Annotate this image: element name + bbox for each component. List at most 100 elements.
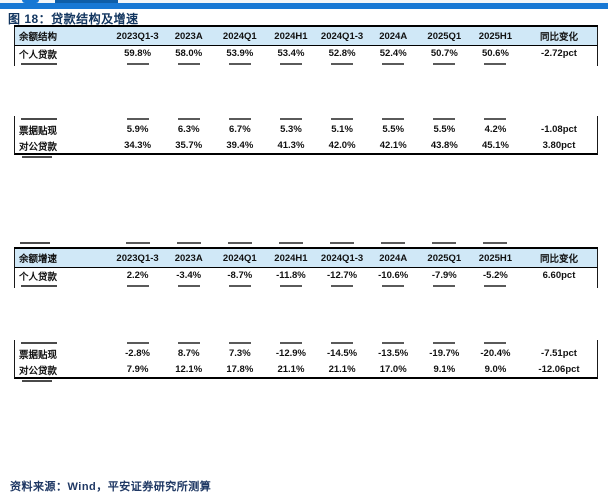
- cell-value: 58.0%: [175, 48, 203, 59]
- cell-value: -8.7%: [227, 270, 253, 281]
- column-header: 2025H1: [478, 30, 513, 42]
- cell-value: 42.1%: [379, 140, 407, 151]
- cell-value: -7.9%: [431, 270, 457, 281]
- table-header-row: 余额结构 2023Q1-3 2023A 2024Q1 2024H1 2024Q1-3 202…: [14, 27, 598, 46]
- cell-value: -20.4%: [480, 348, 511, 359]
- column-header: 2025H1: [478, 252, 513, 264]
- source-note: 资料来源：Wind，平安证券研究所测算: [10, 481, 212, 493]
- cell-value: -2.8%: [125, 348, 150, 359]
- cell-value: 2.2%: [126, 270, 149, 281]
- table-header-row: 余额增速 2023Q1-3 2023A 2024Q1 2024H1 2024Q1-3 202…: [14, 249, 598, 268]
- page-top-remnant: [0, 0, 608, 3]
- clipped-row-remnant: [14, 155, 598, 160]
- column-header: 2025Q1: [427, 30, 462, 42]
- cell-value: 39.4%: [226, 140, 254, 151]
- cell-value: 8.7%: [177, 348, 200, 359]
- clipped-row-remnant: [14, 283, 598, 288]
- cell-value: 9.1%: [433, 364, 456, 375]
- cell-value: 6.60pct: [542, 270, 576, 281]
- cell-value: 52.8%: [328, 48, 356, 59]
- cell-value: 43.8%: [430, 140, 458, 151]
- column-header: 2024H1: [274, 30, 308, 42]
- column-header: 同比变化: [539, 254, 578, 265]
- row-label: 对公贷款: [19, 141, 58, 153]
- table-row: 个人贷款 2.2% -3.4% -8.7% -11.8% -12.7% -10.6% -7.9…: [14, 268, 598, 283]
- cell-value: 21.1%: [277, 364, 305, 375]
- table-top-border: [14, 247, 598, 249]
- header-bar-fragment: [55, 0, 118, 3]
- accent-divider-bar: [0, 3, 608, 9]
- clipped-row-remnant: [14, 61, 598, 66]
- cell-value: -5.2%: [483, 270, 508, 281]
- cell-value: -13.5%: [378, 348, 409, 359]
- cell-value: 5.1%: [331, 124, 353, 135]
- cell-value: 7.9%: [126, 364, 149, 375]
- table-corner-label: 余额增速: [19, 254, 58, 265]
- column-header: 2025Q1: [427, 252, 462, 264]
- cell-value: 35.7%: [175, 140, 203, 151]
- cell-value: 41.3%: [277, 140, 305, 151]
- column-header: 2023A: [174, 252, 203, 264]
- cell-value: 5.3%: [280, 124, 302, 135]
- table-row: 票据贴现 -2.8% 8.7% 7.3% -12.9% -14.5% -13.5% -19.7…: [14, 345, 598, 362]
- column-header: 2024Q1: [222, 30, 257, 42]
- table-row: 个人贷款 59.8% 58.0% 53.9% 53.4% 52.8% 52.4% 50.7% 5…: [14, 46, 598, 61]
- table-row: 票据贴现 5.9% 6.3% 6.7% 5.3% 5.1% 5.5% 5.5% 4.2% -1.0…: [14, 121, 598, 138]
- cell-value: 17.0%: [379, 364, 407, 375]
- cell-value: 6.7%: [228, 124, 251, 135]
- cell-value: 45.1%: [481, 140, 509, 151]
- column-header: 同比变化: [539, 32, 578, 43]
- cell-value: -2.72pct: [541, 48, 577, 59]
- blank-gap: [14, 66, 598, 116]
- balance-structure-table: 余额结构 2023Q1-3 2023A 2024Q1 2024H1 2024Q1-3 202…: [14, 25, 598, 160]
- cell-value: -12.06pct: [538, 364, 580, 375]
- row-label: 个人贷款: [19, 271, 58, 283]
- cell-value: -7.51pct: [541, 348, 577, 359]
- cell-value: 59.8%: [124, 48, 152, 59]
- cell-value: 9.0%: [484, 364, 507, 375]
- column-header: 2023A: [174, 30, 203, 42]
- table-row: 对公贷款 34.3% 35.7% 39.4% 41.3% 42.0% 42.1% 43.8% 4…: [14, 138, 598, 155]
- clipped-row-remnant: [14, 239, 598, 245]
- clipped-row-remnant: [14, 340, 598, 345]
- table-top-border: [14, 25, 598, 27]
- clipped-row-remnant: [14, 116, 598, 121]
- column-header: 2024A: [379, 30, 408, 42]
- cell-value: 21.1%: [328, 364, 356, 375]
- cell-value: 34.3%: [124, 140, 152, 151]
- cell-value: -14.5%: [327, 348, 358, 359]
- column-header: 2023Q1-3: [116, 252, 159, 264]
- cell-value: -12.9%: [275, 348, 306, 359]
- cell-value: -10.6%: [378, 270, 409, 281]
- cell-value: 50.6%: [481, 48, 509, 59]
- logo-fragment-icon: [22, 0, 39, 3]
- cell-value: -12.7%: [327, 270, 358, 281]
- cell-value: -19.7%: [429, 348, 460, 359]
- cell-value: 53.9%: [226, 48, 254, 59]
- cell-value: 12.1%: [175, 364, 203, 375]
- cell-value: -3.4%: [176, 270, 202, 281]
- row-label: 个人贷款: [19, 49, 58, 61]
- row-label: 票据贴现: [19, 125, 58, 137]
- cell-value: 53.4%: [277, 48, 305, 59]
- row-label: 票据贴现: [19, 349, 58, 361]
- cell-value: 42.0%: [328, 140, 356, 151]
- cell-value: -11.8%: [276, 270, 306, 281]
- cell-value: 17.8%: [226, 364, 254, 375]
- cell-value: 5.9%: [126, 124, 149, 135]
- column-header: 2024Q1: [222, 252, 257, 264]
- column-header: 2024Q1-3: [320, 30, 364, 42]
- cell-value: 5.5%: [382, 124, 405, 135]
- column-header: 2024A: [379, 252, 408, 264]
- column-header: 2023Q1-3: [116, 30, 159, 42]
- column-header: 2024Q1-3: [320, 252, 364, 264]
- blank-gap: [14, 288, 598, 340]
- table-row: 对公贷款 7.9% 12.1% 17.8% 21.1% 21.1% 17.0% 9.1% 9.0…: [14, 362, 598, 379]
- cell-value: 6.3%: [177, 124, 200, 135]
- cell-value: 5.5%: [433, 124, 456, 135]
- clipped-row-remnant: [14, 379, 598, 384]
- figure-title: 图 18：贷款结构及增速: [8, 12, 139, 26]
- cell-value: 50.7%: [430, 48, 458, 59]
- row-label: 对公贷款: [19, 365, 58, 377]
